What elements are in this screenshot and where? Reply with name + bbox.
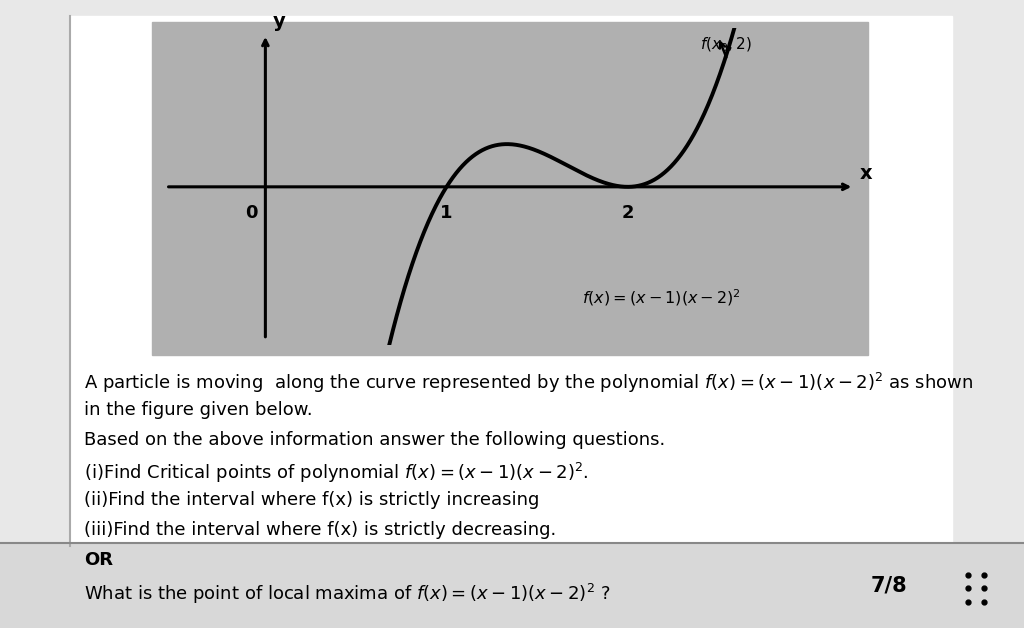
Text: x: x (859, 163, 872, 183)
Text: (ii)Find the interval where f(x) is strictly increasing: (ii)Find the interval where f(x) is stri… (84, 491, 540, 509)
Bar (70, 16, 952, 546)
Text: in the figure given below.: in the figure given below. (84, 401, 312, 419)
Text: 0: 0 (245, 204, 257, 222)
Text: (iii)Find the interval where f(x) is strictly decreasing.: (iii)Find the interval where f(x) is str… (84, 521, 556, 539)
Text: 7/8: 7/8 (870, 576, 907, 596)
Text: $f(x) = (x-1)(x-2)^2$: $f(x) = (x-1)(x-2)^2$ (583, 287, 741, 308)
Text: What is the point of local maxima of $f\left(x\right)=\left(x-1\right)\left(x-2\: What is the point of local maxima of $f\… (84, 582, 610, 605)
Bar (0, 543, 1024, 628)
Bar (152, 22, 868, 355)
Text: Based on the above information answer the following questions.: Based on the above information answer th… (84, 431, 666, 449)
Text: OR: OR (84, 551, 113, 570)
Text: A particle is moving  along the curve represented by the polynomial $f(x)=(x-1)(: A particle is moving along the curve rep… (84, 371, 973, 394)
Text: y: y (272, 12, 286, 31)
Text: 1: 1 (440, 204, 453, 222)
Text: $f(x_0,2)$: $f(x_0,2)$ (700, 36, 752, 54)
Text: (i)Find Critical points of polynomial $f\left(x\right)=\left(x-1\right)\left(x-2: (i)Find Critical points of polynomial $f… (84, 461, 589, 485)
Text: 2: 2 (622, 204, 634, 222)
